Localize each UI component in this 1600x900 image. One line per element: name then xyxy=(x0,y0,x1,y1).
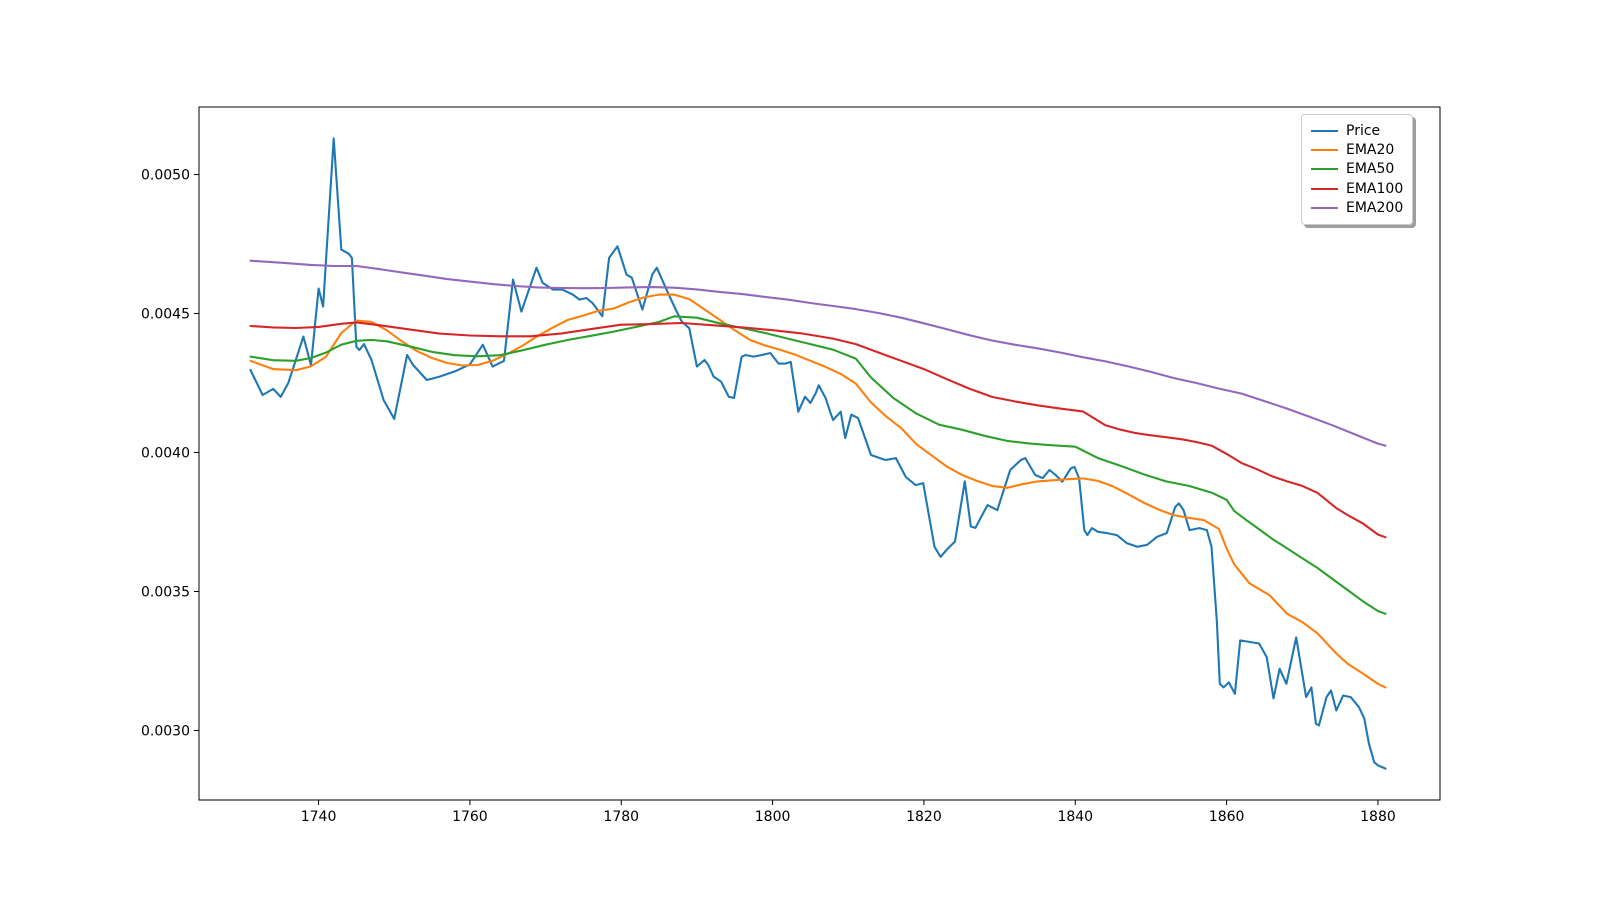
legend: Price EMA20 EMA50 EMA100 EMA200 xyxy=(1301,114,1414,225)
x-tick-label: 1740 xyxy=(301,809,337,825)
legend-row-price: Price xyxy=(1311,121,1403,140)
x-tick-label: 1760 xyxy=(452,809,488,825)
price-line-swatch xyxy=(1311,129,1338,132)
x-tick-label: 1820 xyxy=(906,809,942,825)
series-line-price xyxy=(249,137,1387,770)
legend-row-ema50: EMA50 xyxy=(1311,160,1403,179)
y-tick-label: 0.0040 xyxy=(141,446,190,462)
series-line-ema200 xyxy=(249,259,1387,447)
series-line-ema20 xyxy=(249,293,1387,689)
legend-label-ema200: EMA200 xyxy=(1346,200,1404,217)
legend-row-ema100: EMA100 xyxy=(1311,179,1403,198)
legend-label-ema100: EMA100 xyxy=(1346,180,1404,197)
legend-row-ema20: EMA20 xyxy=(1311,140,1403,159)
ema50-line-swatch xyxy=(1311,168,1338,171)
x-tick-label: 1780 xyxy=(603,809,639,825)
legend-label-ema20: EMA20 xyxy=(1346,142,1395,159)
y-tick-label: 0.0050 xyxy=(141,168,190,184)
ema20-line-swatch xyxy=(1311,149,1338,152)
x-tick-label: 1800 xyxy=(755,809,791,825)
ema100-line-swatch xyxy=(1311,187,1338,190)
y-tick-label: 0.0035 xyxy=(141,585,190,601)
x-tick-label: 1840 xyxy=(1057,809,1093,825)
x-tick-label: 1880 xyxy=(1360,809,1396,825)
legend-row-ema200: EMA200 xyxy=(1311,199,1403,218)
y-tick-label: 0.0030 xyxy=(141,724,190,740)
series-line-ema50 xyxy=(249,315,1387,615)
legend-label-ema50: EMA50 xyxy=(1346,161,1395,178)
ema200-line-swatch xyxy=(1311,207,1338,210)
y-tick-label: 0.0045 xyxy=(141,307,190,323)
axes-frame xyxy=(198,106,1441,801)
legend-label-price: Price xyxy=(1346,122,1381,139)
series-line-ema100 xyxy=(249,321,1387,539)
x-tick-label: 1860 xyxy=(1209,809,1245,825)
